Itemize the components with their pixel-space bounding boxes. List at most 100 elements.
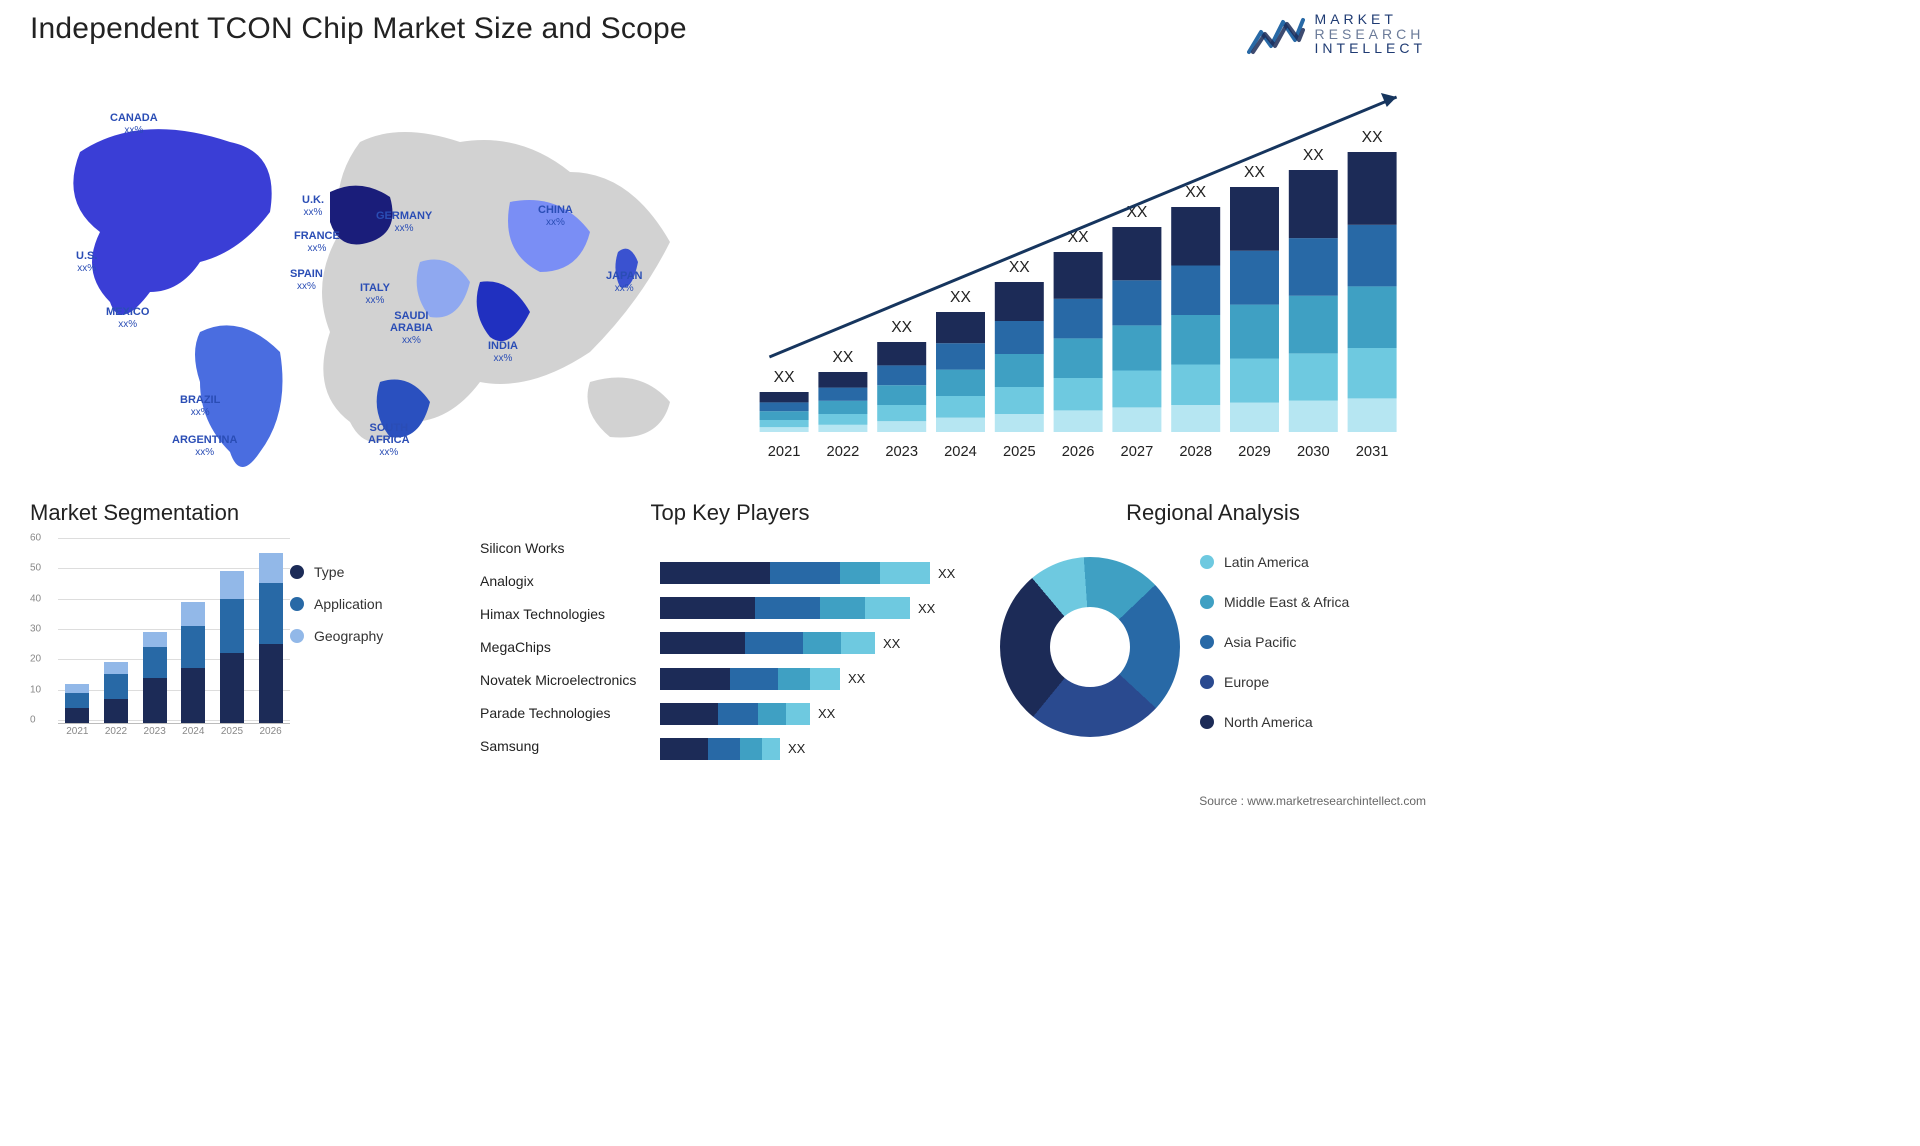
- kp-bar-row: XX: [660, 562, 980, 584]
- kp-bar-seg: [770, 562, 840, 584]
- seg-bar-segment: [65, 708, 89, 723]
- kp-bar-seg: [803, 632, 841, 654]
- logo: MARKET RESEARCH INTELLECT: [1247, 12, 1426, 56]
- seg-bar-segment: [220, 653, 244, 723]
- regional-content: Latin AmericaMiddle East & AfricaAsia Pa…: [1000, 534, 1426, 760]
- forecast-bar-seg: [936, 370, 985, 396]
- kp-player-label: Himax Technologies: [480, 600, 660, 628]
- legend-label: Geography: [314, 628, 383, 644]
- forecast-bar-seg: [1171, 207, 1220, 266]
- kp-bar: [660, 562, 930, 584]
- region-legend-item: Middle East & Africa: [1200, 594, 1426, 610]
- forecast-bar-seg: [1230, 251, 1279, 305]
- forecast-bar-seg: [877, 421, 926, 432]
- forecast-year-label: 2024: [944, 444, 977, 460]
- world-map-panel: CANADAxx%U.S.xx%MEXICOxx%BRAZILxx%ARGENT…: [30, 82, 710, 482]
- kp-bar-seg: [660, 668, 730, 690]
- kp-bar-row: XX: [660, 703, 980, 725]
- seg-legend-item: Application: [290, 596, 460, 612]
- seg-x-label: 2022: [105, 726, 127, 744]
- kp-value-label: XX: [818, 706, 835, 721]
- regional-panel: Regional Analysis Latin AmericaMiddle Ea…: [1000, 500, 1426, 760]
- seg-bar: [143, 632, 167, 723]
- bottom-row: Market Segmentation 01020304050602021202…: [30, 500, 1426, 760]
- forecast-bar-label: XX: [1303, 147, 1324, 164]
- top-row: CANADAxx%U.S.xx%MEXICOxx%BRAZILxx%ARGENT…: [30, 82, 1426, 482]
- seg-y-tick: 20: [30, 654, 41, 665]
- forecast-bar-seg: [818, 414, 867, 425]
- kp-bar-seg: [755, 597, 820, 619]
- seg-legend-item: Geography: [290, 628, 460, 644]
- kp-player-label: Parade Technologies: [480, 699, 660, 727]
- forecast-bar-seg: [818, 425, 867, 432]
- kp-bar-seg: [708, 738, 740, 760]
- seg-bar: [104, 662, 128, 723]
- forecast-bar-seg: [1289, 296, 1338, 354]
- legend-label: Middle East & Africa: [1224, 594, 1349, 610]
- kp-bar: [660, 738, 780, 760]
- seg-bars-area: [58, 538, 290, 724]
- kp-bar-seg: [660, 632, 745, 654]
- kp-player-label: Silicon Works: [480, 534, 660, 562]
- forecast-bar-seg: [995, 354, 1044, 387]
- header: Independent TCON Chip Market Size and Sc…: [30, 12, 1426, 82]
- forecast-bar-seg: [1171, 266, 1220, 316]
- seg-bar: [181, 602, 205, 723]
- kp-bar-seg: [865, 597, 910, 619]
- seg-bar-segment: [143, 632, 167, 647]
- forecast-bar-seg: [1054, 378, 1103, 410]
- forecast-bar-seg: [1348, 286, 1397, 348]
- forecast-bar-label: XX: [1185, 184, 1206, 201]
- logo-line-3: INTELLECT: [1315, 41, 1426, 56]
- forecast-year-label: 2026: [1062, 444, 1095, 460]
- region-legend-item: Europe: [1200, 674, 1426, 690]
- seg-bar-segment: [143, 647, 167, 677]
- kp-player-label: MegaChips: [480, 633, 660, 661]
- seg-x-label: 2023: [144, 726, 166, 744]
- kp-bar-row: XX: [660, 597, 980, 619]
- forecast-bar-seg: [818, 401, 867, 414]
- forecast-bar-seg: [1289, 353, 1338, 400]
- kp-value-label: XX: [938, 566, 955, 581]
- forecast-year-label: 2021: [768, 444, 801, 460]
- forecast-bar-seg: [1112, 407, 1161, 432]
- forecast-bar-label: XX: [774, 369, 795, 386]
- forecast-bar-seg: [1054, 299, 1103, 339]
- kp-bar-seg: [718, 703, 758, 725]
- forecast-year-label: 2031: [1356, 444, 1389, 460]
- forecast-bar-seg: [760, 420, 809, 427]
- logo-line-1: MARKET: [1315, 12, 1426, 27]
- kp-bar-seg: [840, 562, 880, 584]
- legend-label: Latin America: [1224, 554, 1309, 570]
- kp-value-label: XX: [883, 636, 900, 651]
- seg-bar-segment: [104, 674, 128, 698]
- legend-dot-icon: [1200, 595, 1214, 609]
- forecast-bar-seg: [1230, 359, 1279, 403]
- forecast-bar-seg: [1289, 401, 1338, 432]
- kp-value-label: XX: [918, 601, 935, 616]
- seg-bar-segment: [259, 553, 283, 583]
- seg-bar-segment: [259, 644, 283, 723]
- seg-bar-segment: [181, 668, 205, 723]
- kp-bar-seg: [786, 703, 810, 725]
- logo-icon: [1247, 12, 1305, 56]
- legend-label: Type: [314, 564, 344, 580]
- map-label: FRANCExx%: [294, 230, 340, 254]
- kp-bar-row: XX: [660, 738, 980, 760]
- forecast-year-label: 2022: [827, 444, 860, 460]
- kp-player-label: Novatek Microelectronics: [480, 666, 660, 694]
- forecast-bar-label: XX: [891, 319, 912, 336]
- forecast-bar-seg: [760, 411, 809, 420]
- seg-x-label: 2024: [182, 726, 204, 744]
- seg-bar-segment: [259, 583, 283, 644]
- forecast-bar-label: XX: [1362, 129, 1383, 146]
- map-label: U.K.xx%: [302, 194, 324, 218]
- forecast-bar-seg: [936, 396, 985, 418]
- forecast-bar-seg: [1289, 170, 1338, 238]
- seg-x-labels: 202120222023202420252026: [58, 726, 290, 744]
- legend-dot-icon: [290, 565, 304, 579]
- forecast-bar-seg: [760, 427, 809, 432]
- forecast-bar-seg: [1230, 403, 1279, 432]
- seg-bar-segment: [220, 599, 244, 654]
- logo-text: MARKET RESEARCH INTELLECT: [1315, 12, 1426, 56]
